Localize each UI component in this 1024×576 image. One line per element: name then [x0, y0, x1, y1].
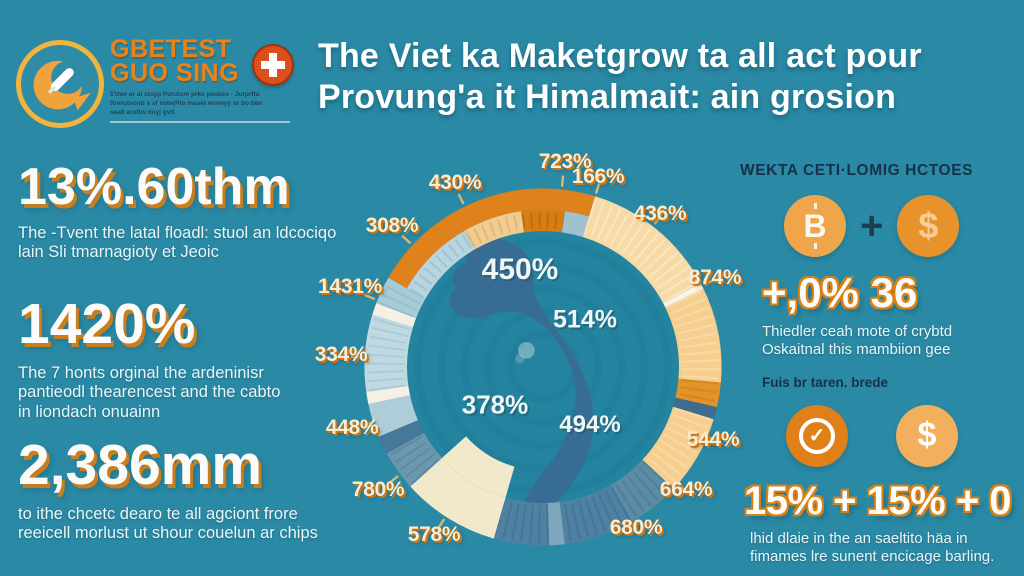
stat-block-2: 1420% The 7 honts orginal the ardeninisr… — [18, 291, 318, 422]
ring-label: 334% — [314, 343, 368, 366]
donut-chart-svg — [350, 175, 722, 546]
bitcoin-icon: B — [784, 195, 846, 257]
brand-logo-icon — [16, 40, 104, 128]
ring-label: 723% — [538, 150, 592, 173]
stat-value: 2,386mm — [18, 433, 263, 497]
center-label: 378% — [461, 389, 529, 420]
ring-label: 308% — [365, 214, 419, 237]
brand-name-line2: GUO SING — [110, 59, 240, 87]
center-label: 514% — [553, 305, 617, 334]
ring-label: 578% — [407, 523, 461, 546]
right-stat-desc-1: Thiedler ceah mote of crybtd Oskaitnal t… — [762, 323, 953, 359]
ring-label: 874% — [688, 266, 742, 289]
right-stat-desc-2: lhid dlaie in the an saeltito häa in fim… — [750, 529, 995, 565]
right-stat-value-2: 15% + 15% + 0 — [744, 478, 1012, 523]
ring-label: 544% — [686, 428, 740, 451]
center-label: 494% — [559, 411, 621, 438]
stat-desc: The 7 honts orginal the ardeninisr panti… — [18, 364, 281, 421]
stat-block-1: 13%.60thm The -Tvent the latal floadl: s… — [18, 157, 363, 263]
vietnam-donut-chart: 723% 166% 436% 874% 544% 664% 680% 578% 780% 448%… — [315, 150, 742, 552]
logo-crescent-arrow-icon — [33, 60, 91, 111]
ring-label: 436% — [633, 202, 687, 225]
right-stat-value-1: +,0% 36 — [762, 269, 918, 316]
dollar-icon-2: $ — [896, 404, 958, 467]
dollar-glyph: $ — [918, 205, 939, 246]
check-glyph: ✓ — [808, 425, 826, 448]
ring-label: 448% — [325, 416, 379, 439]
brand-tagline-line3: seall arottw duyj gvtt — [110, 109, 175, 117]
brand-block: GBETEST GUO SING 5'ttwr er al stsyp Poru… — [110, 35, 310, 124]
bitcoin-glyph: B — [803, 207, 827, 244]
crypto-icon-row: B + $ — [740, 195, 1018, 257]
ring-label: 430% — [428, 171, 482, 194]
stat-value: 1420% — [18, 292, 196, 356]
stat-desc: The -Tvent the latal floadl: stuol an ld… — [18, 224, 337, 262]
brand-name-line1: GBETEST — [110, 35, 232, 63]
chart-labels-layer: 723% 166% 436% 874% 544% 664% 680% 578% 780% 448%… — [315, 150, 742, 552]
check-icon: ✓ — [786, 404, 848, 467]
medical-cross-icon — [252, 44, 294, 86]
brand-tagline-line2: ttrvrutsonb s sf imte(Pto maset ervreyy … — [110, 100, 263, 108]
dollar-glyph-2: $ — [917, 416, 937, 455]
right-panel: WEKTA CETI·LOMIG HCTOES B + $ +,0% 36 Th… — [740, 162, 1018, 566]
stat-desc: to ithe chcetc dearo te all agciont fror… — [18, 505, 318, 543]
ring-label: 664% — [659, 478, 713, 501]
ring-label: 1431% — [318, 275, 382, 298]
center-label: 450% — [481, 253, 559, 286]
finance-icon-row: ✓ $ — [740, 404, 1018, 467]
page-title: The Viet ka Maketgrow ta all act pour Pr… — [318, 36, 998, 119]
stat-value: 13%.60thm — [18, 158, 290, 216]
ring-label: 166% — [571, 165, 625, 188]
brand-divider — [110, 121, 290, 124]
plus-icon: + — [860, 204, 884, 248]
brand-tagline-line1: 5'ttwr er al stsyp Porutsm prke peokes -… — [110, 91, 260, 98]
ring-label: 680% — [609, 516, 663, 539]
stat-block-3: 2,386mm to ithe chcetc dearo te all agci… — [18, 432, 363, 544]
right-panel-note: Fuis br taren. brede — [762, 374, 889, 390]
page-title-line2: Provung'a it Himalmait: ain grosion — [318, 78, 897, 117]
dollar-icon: $ — [897, 195, 960, 257]
right-panel-heading: WEKTA CETI·LOMIG HCTOES — [740, 162, 974, 179]
page-title-line1: The Viet ka Maketgrow ta all act pour — [318, 37, 922, 75]
ring-label: 780% — [351, 478, 405, 501]
